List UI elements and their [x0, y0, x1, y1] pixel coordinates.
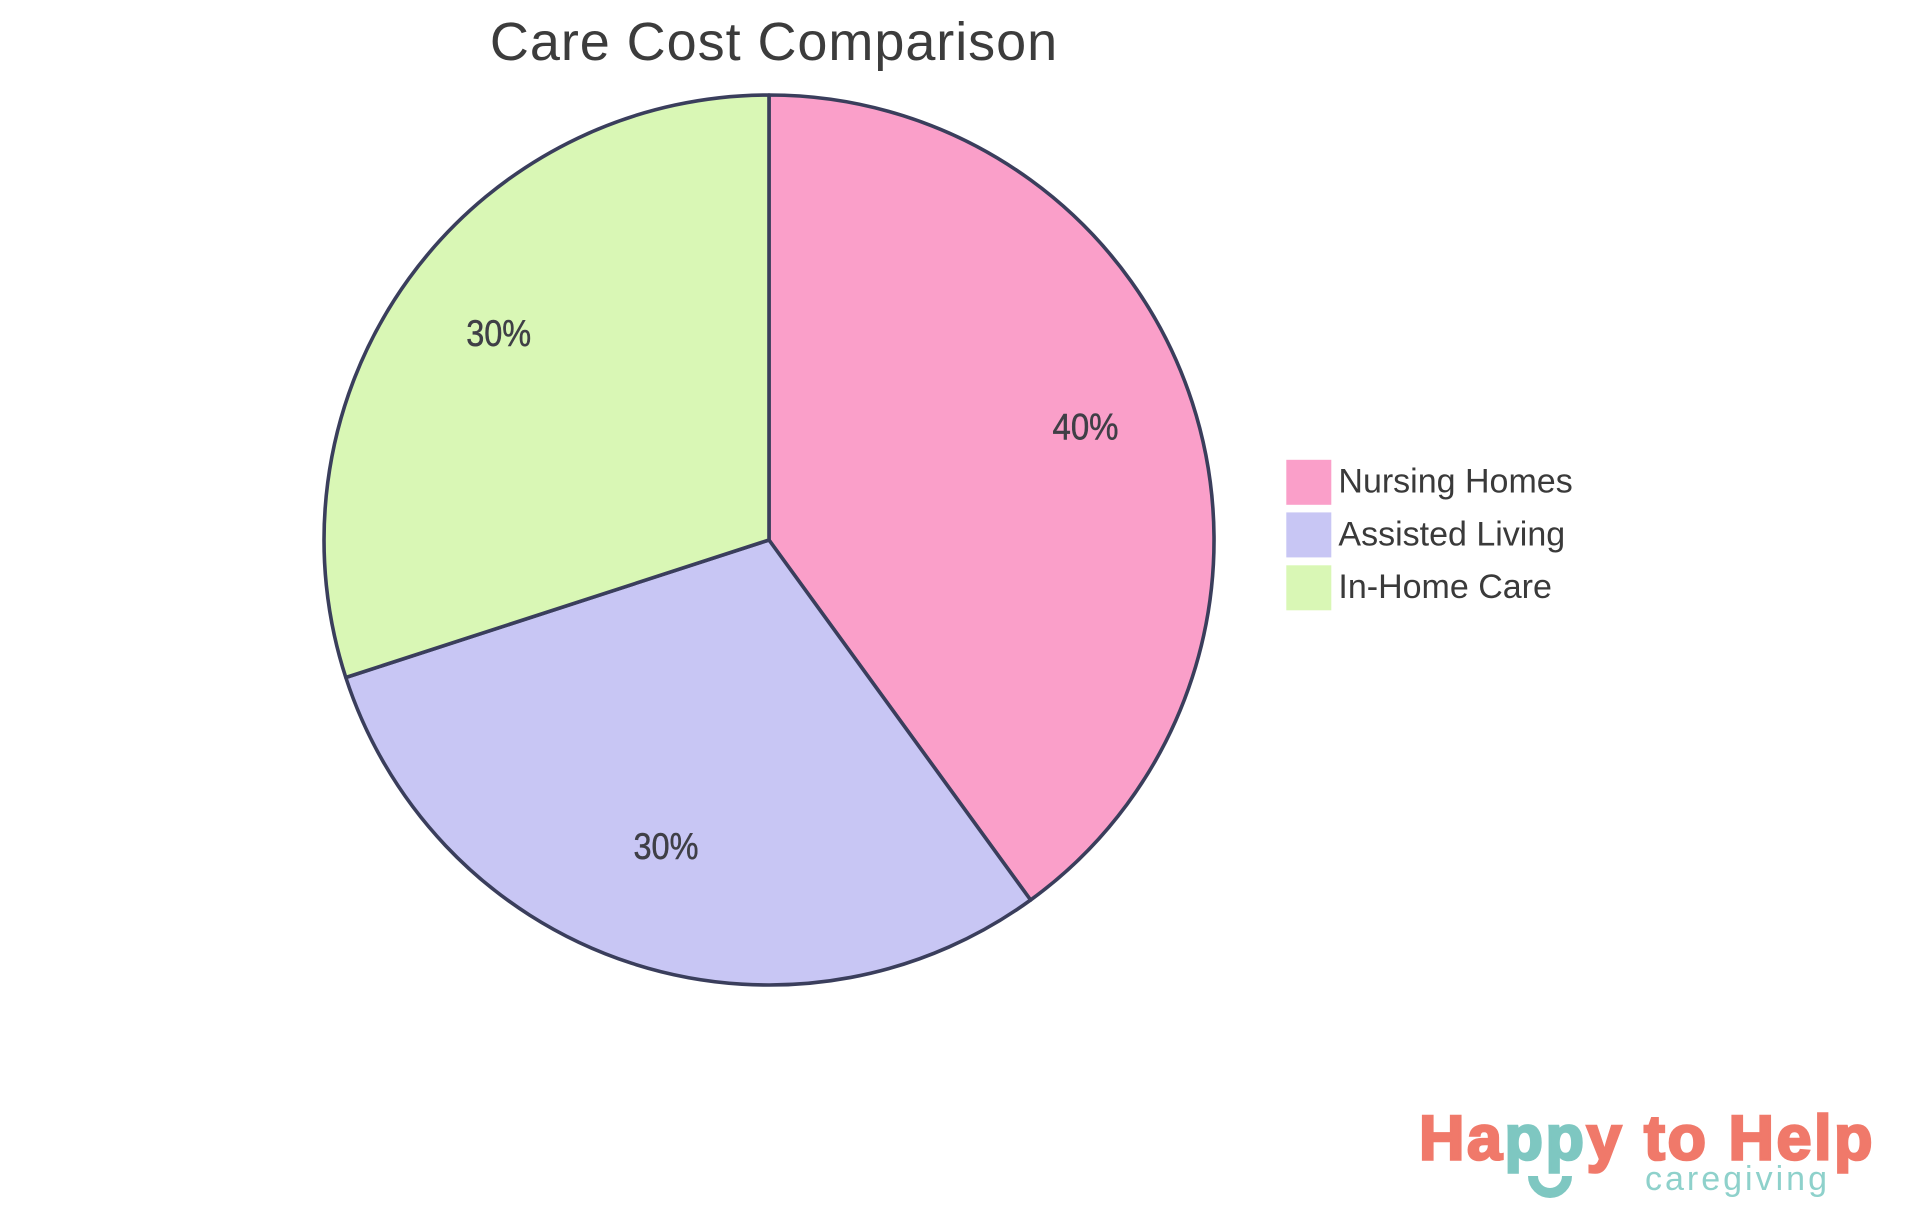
svg-text:40%: 40% — [1053, 407, 1119, 448]
svg-text:In-Home Care: In-Home Care — [1338, 568, 1552, 606]
svg-text:caregiving: caregiving — [1645, 1160, 1830, 1198]
svg-text:30%: 30% — [634, 826, 699, 867]
svg-text:Happy to Help: Happy to Help — [1419, 1104, 1875, 1174]
svg-text:Assisted Living: Assisted Living — [1338, 515, 1565, 553]
svg-text:Nursing Homes: Nursing Homes — [1338, 463, 1572, 501]
svg-text:30%: 30% — [466, 313, 531, 354]
svg-text:Care Cost Comparison: Care Cost Comparison — [490, 12, 1058, 72]
